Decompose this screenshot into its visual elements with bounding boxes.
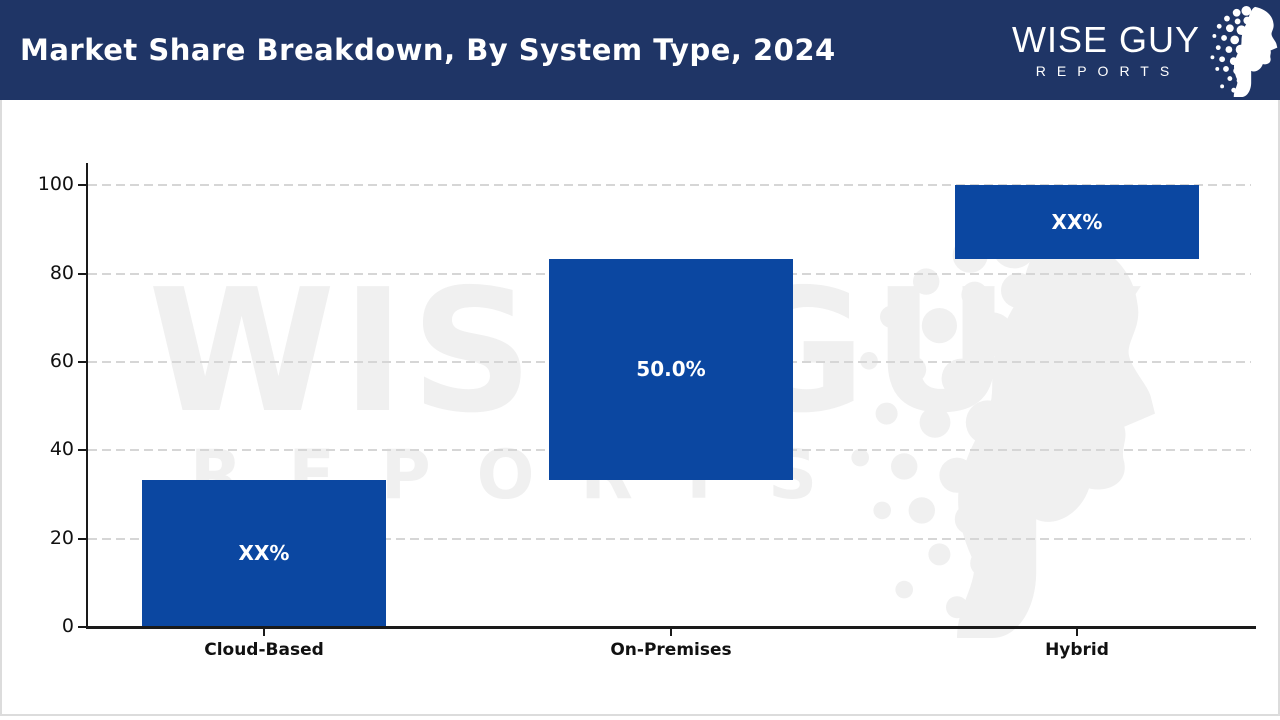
x-tick-mark xyxy=(670,629,672,636)
bar-on-premises: 50.0% xyxy=(549,259,793,480)
y-tick-mark xyxy=(78,626,87,628)
x-tick-mark xyxy=(1076,629,1078,636)
header-band: Market Share Breakdown, By System Type, … xyxy=(0,0,1280,100)
bar-value-label: 50.0% xyxy=(636,357,706,382)
y-tick-mark xyxy=(78,272,87,275)
logo-text: WISE GUY REPORTS xyxy=(1012,20,1200,79)
y-tick-mark xyxy=(78,184,87,187)
y-tick-label: 60 xyxy=(49,349,74,372)
y-tick-label: 80 xyxy=(49,261,74,284)
y-tick-label: 100 xyxy=(37,173,74,196)
y-tick-label: 40 xyxy=(49,438,74,461)
x-axis-spine xyxy=(86,626,1256,629)
y-tick-mark xyxy=(78,449,87,452)
gridline-y-100 xyxy=(88,184,1251,187)
y-tick-label: 0 xyxy=(61,615,74,637)
logo-head-icon xyxy=(1210,5,1278,97)
logo-subtitle: REPORTS xyxy=(1035,62,1181,79)
bar-value-label: XX% xyxy=(1051,210,1103,235)
y-axis-spine xyxy=(86,163,88,629)
bar-cloud-based: XX% xyxy=(142,479,386,627)
x-tick-label-0: Cloud-Based xyxy=(204,640,324,660)
x-tick-label-2: Hybrid xyxy=(1045,640,1109,660)
x-tick-mark xyxy=(263,629,265,636)
chart-title: Market Share Breakdown, By System Type, … xyxy=(20,33,836,67)
y-tick-mark xyxy=(78,537,87,540)
wise-guy-logo: WISE GUY REPORTS xyxy=(1012,0,1280,100)
logo-wordmark: WISE GUY xyxy=(1011,19,1200,60)
y-tick-label: 20 xyxy=(49,526,74,549)
gridline-y-20 xyxy=(88,537,1251,540)
bar-value-label: XX% xyxy=(238,541,290,566)
x-tick-label-1: On-Premises xyxy=(610,640,732,660)
y-tick-mark xyxy=(78,360,87,363)
bar-hybrid: XX% xyxy=(955,185,1199,260)
